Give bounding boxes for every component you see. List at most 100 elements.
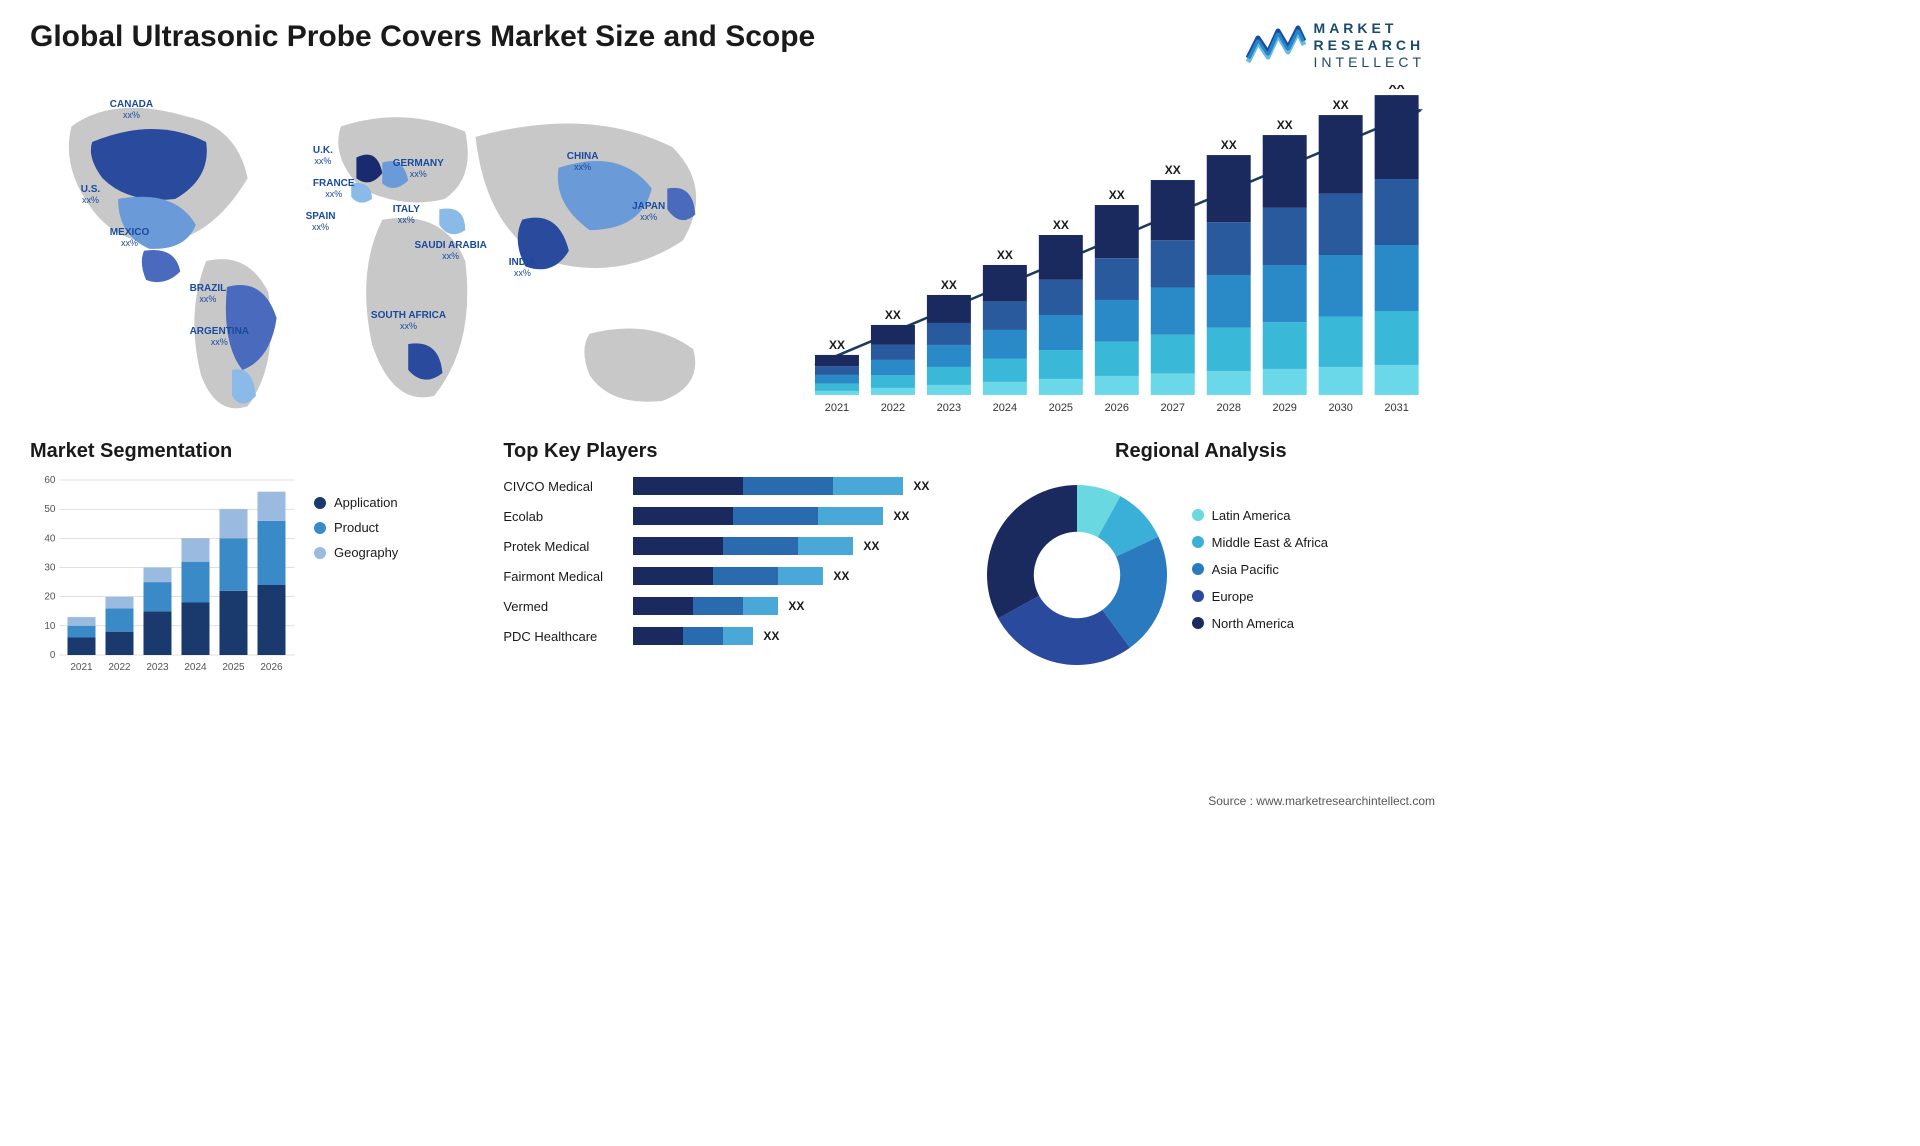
svg-text:XX: XX [997,248,1013,262]
legend-label: Geography [334,545,398,560]
legend-item: Geography [314,545,478,560]
legend-item: North America [1192,616,1328,631]
swatch-icon [1192,617,1204,629]
svg-text:2025: 2025 [1049,402,1073,414]
source-text: Source : www.marketresearchintellect.com [1208,794,1435,808]
player-bar [633,477,903,495]
player-value: XX [893,509,909,523]
svg-text:2021: 2021 [825,402,849,414]
swatch-icon [314,522,326,534]
svg-text:2026: 2026 [1105,402,1129,414]
svg-text:XX: XX [1053,218,1069,232]
map-label: FRANCExx% [313,178,355,200]
players-panel: Top Key Players CIVCO MedicalXXEcolabXXP… [503,440,951,675]
player-row: CIVCO MedicalXX [503,475,951,497]
map-label: ITALYxx% [393,204,420,226]
legend-label: Asia Pacific [1212,562,1279,577]
logo-text: MARKET RESEARCH INTELLECT [1314,20,1425,70]
player-bar [633,507,883,525]
map-label: ARGENTINAxx% [190,326,249,348]
player-row: Ecolab XX [503,505,951,527]
svg-text:2028: 2028 [1217,402,1241,414]
svg-text:2023: 2023 [146,662,169,673]
player-value: XX [833,569,849,583]
segmentation-title: Market Segmentation [30,440,478,463]
svg-text:2022: 2022 [108,662,131,673]
map-label: SOUTH AFRICAxx% [371,310,446,332]
world-map-panel: CANADAxx%U.S.xx%MEXICOxx%BRAZILxx%ARGENT… [30,85,755,415]
player-bar [633,627,753,645]
legend-label: Middle East & Africa [1212,535,1328,550]
legend-item: Asia Pacific [1192,562,1328,577]
svg-text:0: 0 [50,650,56,661]
regional-donut [977,475,1177,675]
segmentation-legend: Application Product Geography [314,475,478,675]
map-label: JAPANxx% [632,201,665,223]
svg-text:2029: 2029 [1273,402,1297,414]
page-title: Global Ultrasonic Probe Covers Market Si… [30,20,815,54]
player-bar [633,537,853,555]
swatch-icon [314,497,326,509]
svg-text:2021: 2021 [70,662,93,673]
svg-text:2027: 2027 [1161,402,1185,414]
svg-text:XX: XX [1109,188,1125,202]
segmentation-chart: 0102030405060202120222023202420252026 [30,475,299,675]
growth-bars-icon: XX 2021 XX 2022 XX 2023 XX 2024 XX 2025 XX 2026 XX 20… [785,85,1425,415]
svg-text:2024: 2024 [184,662,207,673]
player-name: Protek Medical [503,539,623,554]
svg-text:2025: 2025 [222,662,245,673]
map-label: U.S.xx% [81,184,100,206]
player-row: Protek Medical XX [503,535,951,557]
legend-label: Product [334,520,379,535]
players-list: CIVCO MedicalXXEcolabXXProtek MedicalXXF… [503,475,951,647]
player-name: Ecolab [503,509,623,524]
legend-label: Application [334,495,398,510]
map-label: SPAINxx% [306,211,336,233]
map-label: GERMANYxx% [393,158,444,180]
regional-title: Regional Analysis [977,440,1425,463]
svg-text:XX: XX [941,278,957,292]
player-name: Vermed [503,599,623,614]
player-name: Fairmont Medical [503,569,623,584]
map-label: CHINAxx% [567,151,599,173]
svg-text:2031: 2031 [1385,402,1409,414]
svg-text:2023: 2023 [937,402,961,414]
legend-item: Middle East & Africa [1192,535,1328,550]
map-label: SAUDI ARABIAxx% [414,240,486,262]
donut-icon [977,475,1177,675]
svg-text:10: 10 [44,621,56,632]
regional-panel: Regional Analysis Latin America Middle Ea… [977,440,1425,675]
svg-text:XX: XX [1165,163,1181,177]
svg-text:2024: 2024 [993,402,1017,414]
player-row: Fairmont Medical XX [503,565,951,587]
world-map-icon [30,85,755,427]
legend-label: Europe [1212,589,1254,604]
svg-text:20: 20 [44,592,56,603]
legend-label: Latin America [1212,508,1291,523]
player-row: VermedXX [503,595,951,617]
player-bar [633,597,778,615]
svg-text:50: 50 [44,505,56,516]
legend-item: Product [314,520,478,535]
swatch-icon [1192,590,1204,602]
legend-label: North America [1212,616,1294,631]
map-label: U.K.xx% [313,145,333,167]
player-name: PDC Healthcare [503,629,623,644]
svg-text:40: 40 [44,534,56,545]
map-label: CANADAxx% [110,99,153,121]
player-value: XX [913,479,929,493]
legend-item: Europe [1192,589,1328,604]
player-value: XX [863,539,879,553]
logo-mark-icon [1246,23,1306,68]
swatch-icon [1192,536,1204,548]
svg-text:60: 60 [44,475,56,486]
svg-text:XX: XX [885,308,901,322]
swatch-icon [1192,563,1204,575]
regional-legend: Latin America Middle East & Africa Asia Pa… [1192,508,1328,643]
map-label: BRAZILxx% [190,283,227,305]
svg-text:XX: XX [1277,118,1293,132]
legend-item: Application [314,495,478,510]
svg-text:XX: XX [1389,85,1405,92]
growth-chart: XX 2021 XX 2022 XX 2023 XX 2024 XX 2025 XX 2026 XX 20… [785,85,1425,415]
svg-text:2022: 2022 [881,402,905,414]
